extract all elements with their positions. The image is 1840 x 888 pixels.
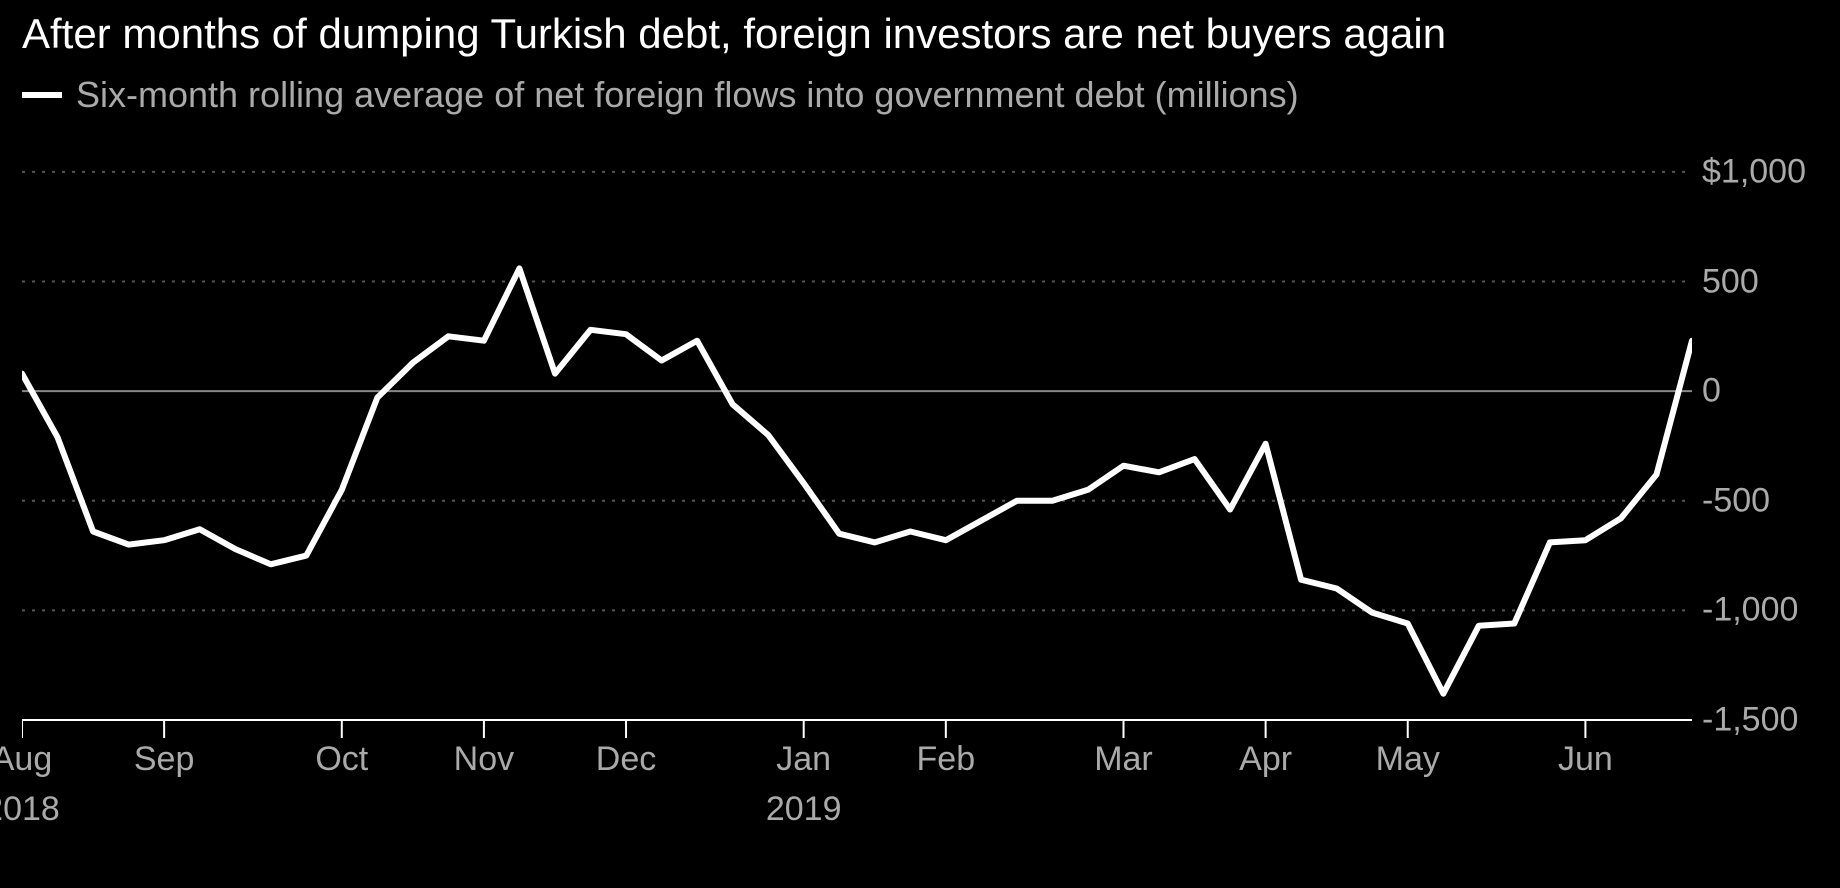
- plot-area: [22, 150, 1692, 720]
- x-tick-label: Sep: [134, 740, 195, 779]
- x-tick-label: May: [1376, 740, 1440, 779]
- y-tick-label: -1,000: [1702, 591, 1798, 630]
- y-tick-label: $1,000: [1702, 152, 1806, 191]
- x-tick-year: 2019: [766, 790, 842, 829]
- y-tick-label: -500: [1702, 481, 1770, 520]
- x-tick-label: Aug: [0, 740, 52, 779]
- x-tick-label: Mar: [1094, 740, 1153, 779]
- x-tick-label: Apr: [1239, 740, 1292, 779]
- chart-container: After months of dumping Turkish debt, fo…: [0, 0, 1840, 888]
- y-tick-label: 500: [1702, 262, 1759, 301]
- legend-swatch: [22, 92, 62, 98]
- y-tick-label: 0: [1702, 372, 1721, 411]
- x-tick-label: Oct: [315, 740, 368, 779]
- chart-title: After months of dumping Turkish debt, fo…: [22, 10, 1446, 58]
- x-tick-year: 2018: [0, 790, 60, 829]
- x-tick-label: Dec: [596, 740, 656, 779]
- legend: Six-month rolling average of net foreign…: [22, 74, 1299, 116]
- x-tick-label: Nov: [454, 740, 514, 779]
- x-tick-label: Jun: [1558, 740, 1613, 779]
- x-tick-label: Feb: [917, 740, 976, 779]
- legend-label: Six-month rolling average of net foreign…: [76, 74, 1299, 116]
- chart-svg: [22, 150, 1692, 750]
- y-tick-label: -1,500: [1702, 701, 1798, 740]
- x-tick-label: Jan: [776, 740, 831, 779]
